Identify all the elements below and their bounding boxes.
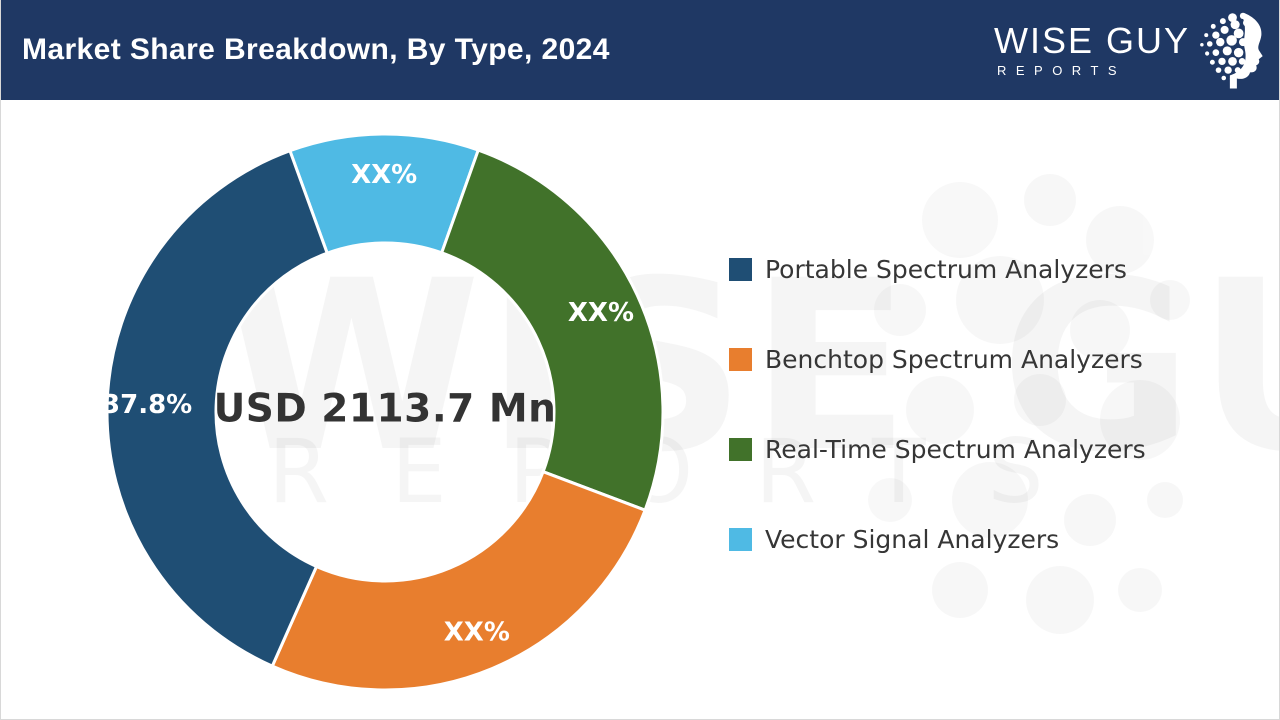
legend-label: Portable Spectrum Analyzers xyxy=(765,254,1127,284)
segment-value-label: 37.8% xyxy=(102,390,192,420)
donut-chart: XX% XX% XX% 37.8% xyxy=(102,129,668,695)
header-bar: Market Share Breakdown, By Type, 2024 WI… xyxy=(0,0,1280,100)
legend-label: Vector Signal Analyzers xyxy=(765,524,1060,554)
legend-label: Benchtop Spectrum Analyzers xyxy=(765,344,1143,374)
page-title: Market Share Breakdown, By Type, 2024 xyxy=(22,33,610,66)
segment-value-label: XX% xyxy=(568,298,634,328)
legend-item-benchtop-spectrum-analyzers: Benchtop Spectrum Analyzers xyxy=(729,342,1146,376)
chart-center-value: USD 2113.7 Mn xyxy=(213,386,557,432)
segment-value-label: XX% xyxy=(351,160,417,190)
legend-item-vector-signal-analyzers: Vector Signal Analyzers xyxy=(729,522,1146,556)
segment-value-label: XX% xyxy=(444,618,510,648)
legend-item-portable-spectrum-analyzers: Portable Spectrum Analyzers xyxy=(729,252,1146,286)
logo-reports-label: REPORTS xyxy=(996,62,1127,78)
legend-label: Real-Time Spectrum Analyzers xyxy=(765,434,1146,464)
chart-legend: Portable Spectrum Analyzers Benchtop Spec… xyxy=(729,252,1146,612)
legend-item-real-time-spectrum-analyzers: Real-Time Spectrum Analyzers xyxy=(729,432,1146,466)
donut-segment-portable-spectrum-analyzers xyxy=(105,148,330,669)
legend-swatch xyxy=(729,437,752,461)
legend-swatch xyxy=(729,347,752,371)
donut-segment-real-time-spectrum-analyzers xyxy=(439,148,665,513)
legend-swatch xyxy=(729,527,752,551)
donut-segment-benchtop-spectrum-analyzers xyxy=(270,469,648,692)
wise-guy-logo-face-icon xyxy=(1200,12,1263,89)
legend-swatch xyxy=(729,257,752,281)
logo-wiseguy-label: WISE GUY xyxy=(993,19,1190,61)
wise-guy-logo: WISE GUY REPORTS xyxy=(994,7,1264,93)
wise-guy-logo-text: WISE GUY REPORTS xyxy=(993,19,1190,78)
